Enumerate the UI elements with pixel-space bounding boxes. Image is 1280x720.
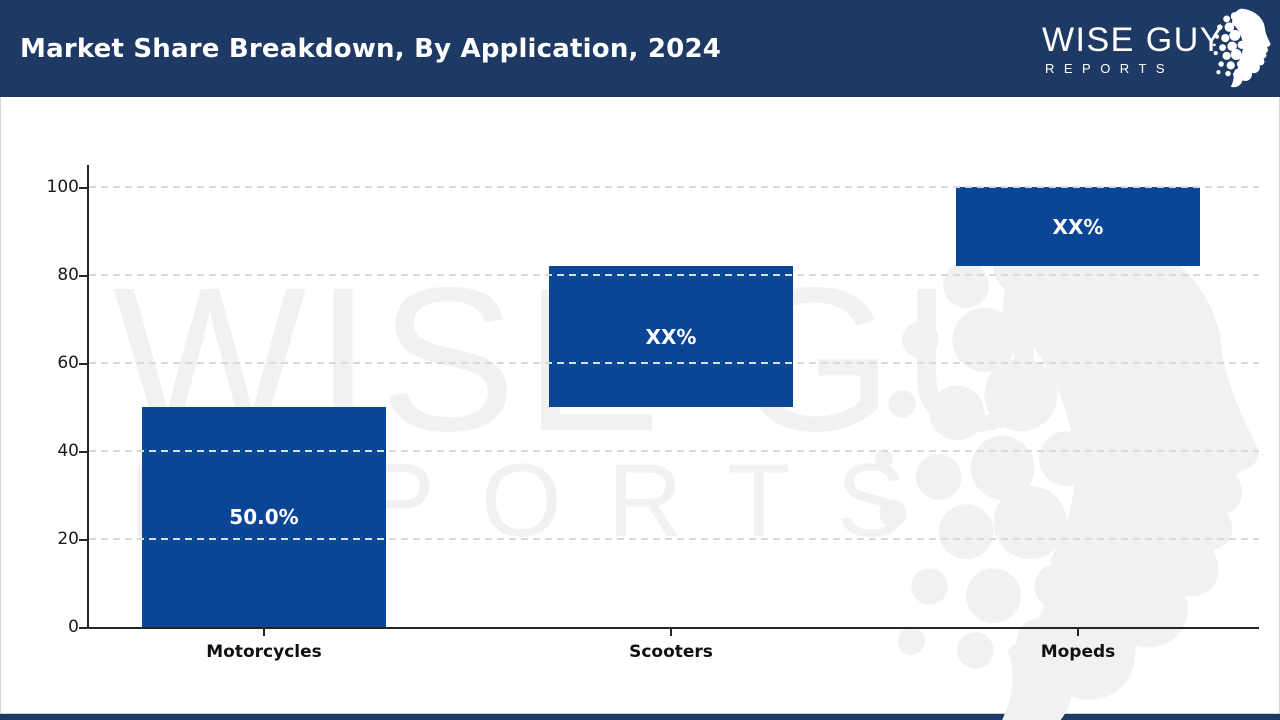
wiseguy-head-icon <box>1210 8 1272 90</box>
y-tick-label-100: 100 <box>46 177 79 197</box>
gridline-40 <box>89 450 1259 452</box>
y-tick-60 <box>79 363 87 365</box>
bar-motorcycles <box>142 407 386 627</box>
bar-scooters <box>549 266 793 407</box>
y-tick-40 <box>79 451 87 453</box>
bar-label-mopeds: XX% <box>1052 214 1104 239</box>
x-tick-mopeds <box>1077 629 1079 636</box>
y-tick-label-20: 20 <box>57 529 79 549</box>
y-tick-label-40: 40 <box>57 441 79 461</box>
gridline-80 <box>89 274 1259 276</box>
y-axis-line <box>87 165 89 629</box>
y-tick-100 <box>79 187 87 189</box>
x-tick-scooters <box>670 629 672 636</box>
y-tick-20 <box>79 539 87 541</box>
y-tick-0 <box>79 627 87 629</box>
chart-title: Market Share Breakdown, By Application, … <box>20 33 722 64</box>
logo-reports-label: REPORTS <box>1044 60 1175 76</box>
wiseguy-logo: WISE GUY REPORTS <box>1042 8 1272 90</box>
y-tick-label-80: 80 <box>57 265 79 285</box>
y-tick-label-0: 0 <box>68 617 79 637</box>
chart-area: WISE GUY REPORTS 0 20 40 60 80 100 50.0% Motorc… <box>0 97 1280 714</box>
gridline-60 <box>89 362 1259 364</box>
x-label-motorcycles: Motorcycles <box>206 642 322 662</box>
x-axis-line <box>87 627 1259 629</box>
gridline-20 <box>89 538 1259 540</box>
x-label-mopeds: Mopeds <box>1040 642 1116 662</box>
header: Market Share Breakdown, By Application, … <box>0 0 1280 97</box>
bar-label-scooters: XX% <box>645 324 697 349</box>
logo-wise-guy-label: WISE GUY <box>1041 20 1224 59</box>
x-tick-motorcycles <box>263 629 265 636</box>
bar-label-motorcycles: 50.0% <box>229 505 299 529</box>
wiseguy-logo-text: WISE GUY REPORTS <box>1042 23 1224 75</box>
footer-bar <box>0 714 1280 720</box>
y-tick-80 <box>79 275 87 277</box>
gridline-100 <box>89 186 1259 188</box>
y-tick-label-60: 60 <box>57 353 79 373</box>
x-label-scooters: Scooters <box>629 642 713 662</box>
plot-area: 0 20 40 60 80 100 50.0% Motorcycles XX% Scooters X… <box>1 97 1279 713</box>
